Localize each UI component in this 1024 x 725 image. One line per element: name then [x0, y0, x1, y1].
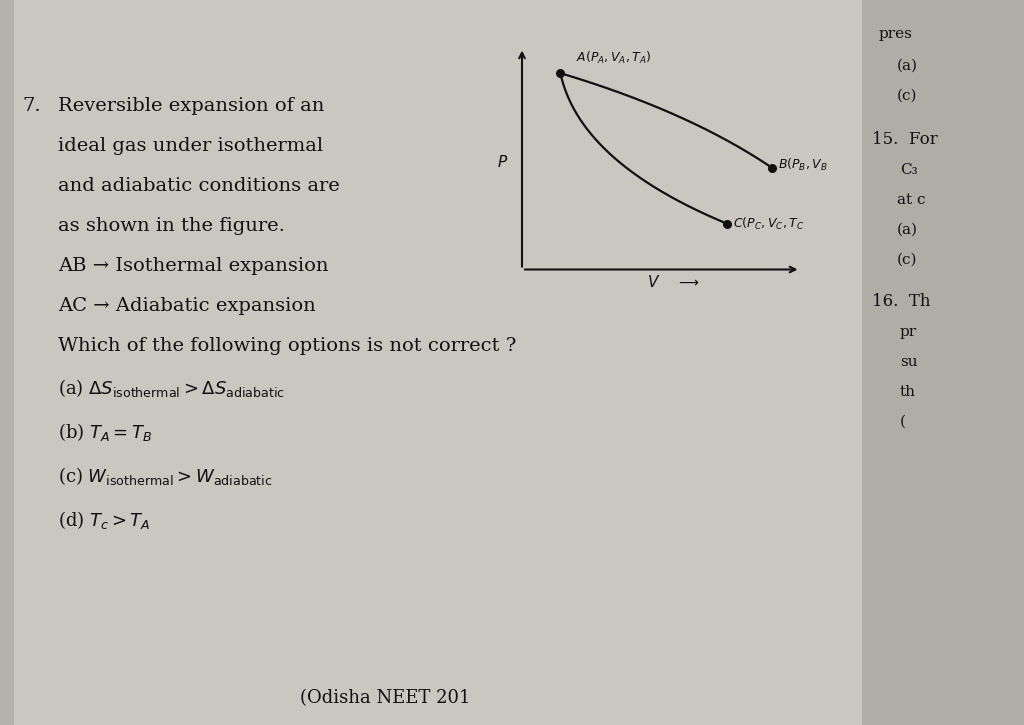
Bar: [862, 0, 1024, 725]
Text: AC → Adiabatic expansion: AC → Adiabatic expansion: [58, 297, 315, 315]
Text: 15.  For: 15. For: [872, 131, 938, 148]
Text: (a): (a): [897, 223, 918, 237]
Text: pres: pres: [879, 27, 912, 41]
Text: at c: at c: [897, 193, 926, 207]
Text: Reversible expansion of an: Reversible expansion of an: [58, 97, 325, 115]
Text: $V$: $V$: [646, 274, 659, 290]
Text: $B(P_B, V_B$: $B(P_B, V_B$: [778, 157, 827, 173]
Text: $C(P_C, V_C, T_C$: $C(P_C, V_C, T_C$: [733, 215, 804, 232]
Text: $P$: $P$: [498, 154, 508, 170]
Text: pr: pr: [900, 325, 918, 339]
Text: and adiabatic conditions are: and adiabatic conditions are: [58, 177, 340, 195]
Text: $\longrightarrow$: $\longrightarrow$: [677, 276, 700, 290]
Text: (c): (c): [897, 89, 918, 103]
Text: (b) $T_A = T_B$: (b) $T_A = T_B$: [58, 421, 153, 443]
Text: 7.: 7.: [22, 97, 41, 115]
Text: su: su: [900, 355, 918, 369]
Text: $A(P_A, V_A, T_A)$: $A(P_A, V_A, T_A)$: [577, 49, 652, 65]
Text: (a): (a): [897, 59, 918, 73]
Bar: [0, 0, 14, 725]
Text: (c): (c): [897, 253, 918, 267]
Text: as shown in the figure.: as shown in the figure.: [58, 217, 285, 235]
Text: th: th: [900, 385, 916, 399]
Text: (Odisha NEET 201: (Odisha NEET 201: [300, 689, 470, 707]
Text: (: (: [900, 415, 906, 429]
Text: AB → Isothermal expansion: AB → Isothermal expansion: [58, 257, 329, 275]
Text: C₃: C₃: [900, 163, 918, 177]
Text: (d) $T_c > T_A$: (d) $T_c > T_A$: [58, 509, 151, 531]
Text: Which of the following options is not correct ?: Which of the following options is not co…: [58, 337, 516, 355]
Text: ideal gas under isothermal: ideal gas under isothermal: [58, 137, 324, 155]
Text: (c) $W_{\rm isothermal} > W_{\rm adiabatic}$: (c) $W_{\rm isothermal} > W_{\rm adiabat…: [58, 465, 272, 487]
Text: 16.  Th: 16. Th: [872, 293, 931, 310]
Text: (a) $\Delta S_{\rm isothermal} > \Delta S_{\rm adiabatic}$: (a) $\Delta S_{\rm isothermal} > \Delta …: [58, 377, 285, 399]
